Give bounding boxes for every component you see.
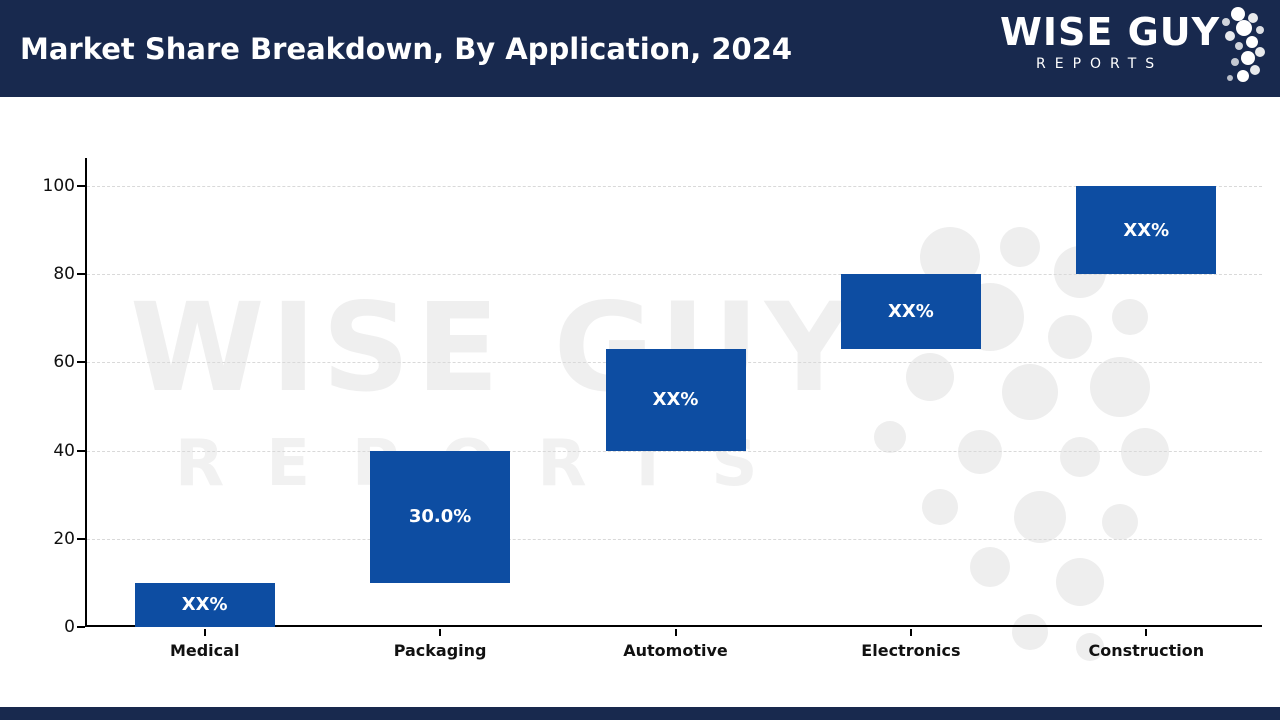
bar-packaging: 30.0% — [370, 450, 511, 583]
wiseguy-head-icon — [1222, 7, 1265, 82]
footer-bar — [0, 707, 1280, 720]
y-tick-label: 80 — [53, 264, 75, 285]
x-category-label-electronics: Electronics — [861, 641, 961, 660]
bar-value-label: XX% — [1123, 219, 1170, 241]
logo-text-wiseguy: WISE GUY — [1000, 10, 1221, 54]
chart-plot-area: 0 20 40 60 80 100 XX% Medical 30.0% Packaging XX% A… — [43, 158, 1262, 660]
y-tick-mark — [77, 537, 85, 540]
x-tick-mark — [439, 629, 442, 636]
wiseguy-logo: WISE GUY REPORTS — [1000, 7, 1265, 88]
x-category-label-construction: Construction — [1088, 641, 1205, 660]
gridline — [87, 538, 1262, 540]
bar-value-label: 30.0% — [408, 506, 472, 528]
y-tick-label: 40 — [53, 440, 75, 461]
x-category-label-automotive: Automotive — [623, 641, 728, 660]
y-tick-mark — [77, 449, 85, 452]
y-tick-label: 100 — [42, 176, 75, 196]
bar-construction: XX% — [1076, 186, 1217, 275]
logo-text-reports: REPORTS — [1036, 56, 1164, 72]
y-tick-mark — [77, 185, 85, 187]
bar-automotive: XX% — [605, 349, 746, 451]
gridline — [87, 186, 1262, 187]
gridline — [87, 450, 1262, 452]
bar-value-label: XX% — [887, 301, 934, 323]
y-tick-mark — [77, 626, 85, 628]
bar-electronics: XX% — [840, 274, 981, 350]
x-category-label-packaging: Packaging — [393, 641, 487, 660]
bar-value-label: XX% — [652, 389, 699, 411]
x-tick-mark — [674, 629, 677, 636]
y-tick-label: 20 — [53, 528, 75, 549]
x-tick-mark — [1145, 629, 1148, 636]
gridline — [87, 274, 1262, 276]
y-tick-mark — [77, 361, 85, 364]
header-bar: Market Share Breakdown, By Application, … — [0, 0, 1280, 97]
y-tick-label: 0 — [64, 617, 75, 637]
bar-medical: XX% — [134, 582, 275, 627]
x-tick-mark — [909, 629, 912, 636]
y-tick-label: 60 — [53, 352, 75, 373]
y-tick-mark — [77, 273, 85, 276]
x-category-label-medical: Medical — [169, 641, 240, 660]
page-title: Market Share Breakdown, By Application, … — [20, 31, 793, 66]
bar-value-label: XX% — [181, 594, 228, 616]
x-tick-mark — [203, 629, 206, 636]
